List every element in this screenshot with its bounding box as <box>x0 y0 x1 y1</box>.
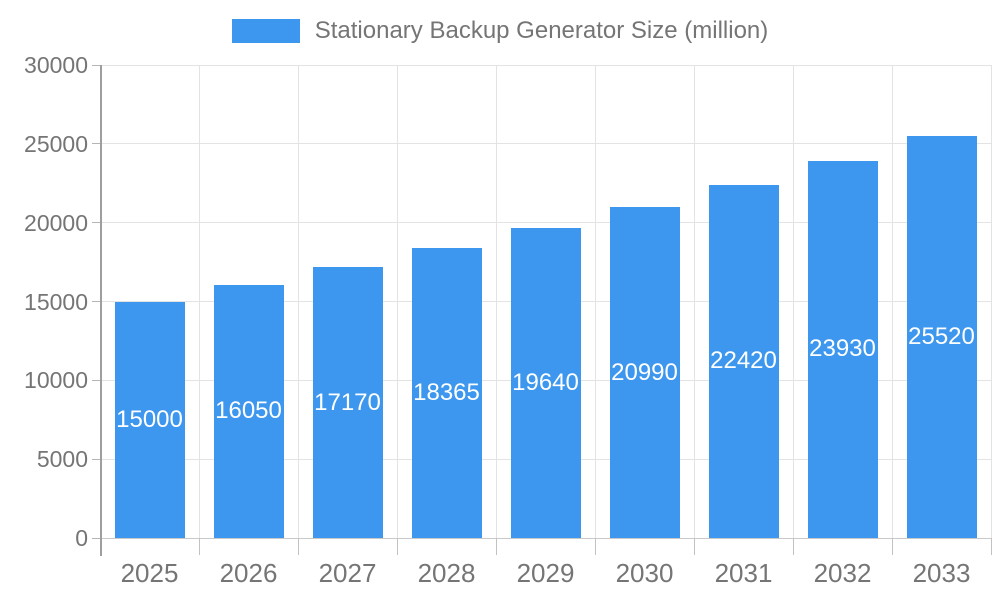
y-axis-label-10000: 10000 <box>24 367 88 394</box>
legend-label: Stationary Backup Generator Size (millio… <box>314 17 769 44</box>
y-tick-10000 <box>92 379 100 381</box>
x-axis-label-2029: 2029 <box>516 558 575 588</box>
v-gridline-8 <box>891 65 893 538</box>
y-tick-20000 <box>92 222 100 224</box>
bar-2031: 22420 <box>708 184 779 538</box>
y-tick-5000 <box>92 458 100 460</box>
bar-2026: 16050 <box>213 284 284 538</box>
v-gridline-3 <box>396 65 398 538</box>
v-gridline-9 <box>990 65 992 538</box>
v-gridline-5 <box>594 65 596 538</box>
x-tick-9 <box>990 538 992 555</box>
bar-value-label-2033: 25520 <box>908 322 975 350</box>
x-tick-3 <box>396 538 398 555</box>
gridline-20000 <box>100 222 991 224</box>
x-tick-5 <box>594 538 596 555</box>
bar-2025: 15000 <box>114 301 185 538</box>
bar-value-label-2026: 16050 <box>215 397 282 425</box>
x-axis-label-2033: 2033 <box>912 558 971 588</box>
bar-value-label-2027: 17170 <box>314 388 381 416</box>
gridline-25000 <box>100 143 991 145</box>
v-gridline-2 <box>297 65 299 538</box>
y-axis-label-20000: 20000 <box>24 209 88 236</box>
bar-value-label-2025: 15000 <box>116 405 183 433</box>
bar-value-label-2029: 19640 <box>512 369 579 397</box>
bar-2032: 23930 <box>807 160 878 538</box>
x-axis-label-2027: 2027 <box>318 558 377 588</box>
x-axis-label-2028: 2028 <box>417 558 476 588</box>
x-tick-4 <box>495 538 497 555</box>
y-tick-15000 <box>92 301 100 302</box>
bar-2030: 20990 <box>609 207 680 538</box>
x-axis-label-2031: 2031 <box>714 558 773 588</box>
plot-area: 15000 16050 17170 18365 19640 20990 22420 23930… <box>92 64 992 556</box>
gridline-30000 <box>100 64 991 66</box>
x-tick-6 <box>693 538 695 555</box>
bar-2033: 25520 <box>906 135 977 538</box>
y-tick-25000 <box>92 143 100 145</box>
legend-swatch-icon <box>231 19 300 43</box>
y-axis-line <box>100 65 102 556</box>
y-axis-label-30000: 30000 <box>24 52 88 78</box>
legend: Stationary Backup Generator Size (millio… <box>0 16 1000 46</box>
v-gridline-4 <box>495 65 497 538</box>
x-axis-label-2025: 2025 <box>120 558 179 588</box>
x-axis-label-2030: 2030 <box>615 558 674 588</box>
x-tick-8 <box>891 538 893 555</box>
bar-value-label-2028: 18365 <box>413 379 480 407</box>
y-axis-label-5000: 5000 <box>36 446 88 473</box>
bar-value-label-2032: 23930 <box>809 335 876 363</box>
x-axis-label-2032: 2032 <box>813 558 872 588</box>
y-axis-label-0: 0 <box>75 525 88 551</box>
bar-2028: 18365 <box>411 248 482 538</box>
bar-2027: 17170 <box>312 267 383 538</box>
x-tick-2 <box>297 538 299 555</box>
y-tick-0 <box>92 537 100 539</box>
x-tick-1 <box>198 538 200 555</box>
x-axis-label-2026: 2026 <box>219 558 278 588</box>
gridline-0 <box>92 537 991 539</box>
bar-2029: 19640 <box>510 228 581 538</box>
x-tick-7 <box>792 538 794 555</box>
y-axis-label-25000: 25000 <box>24 130 88 157</box>
v-gridline-6 <box>693 65 695 538</box>
y-axis-label-15000: 15000 <box>24 288 88 315</box>
bar-value-label-2030: 20990 <box>611 358 678 386</box>
bar-value-label-2031: 22420 <box>710 347 777 375</box>
v-gridline-7 <box>792 65 794 538</box>
v-gridline-1 <box>198 65 200 538</box>
y-tick-30000 <box>92 64 100 66</box>
